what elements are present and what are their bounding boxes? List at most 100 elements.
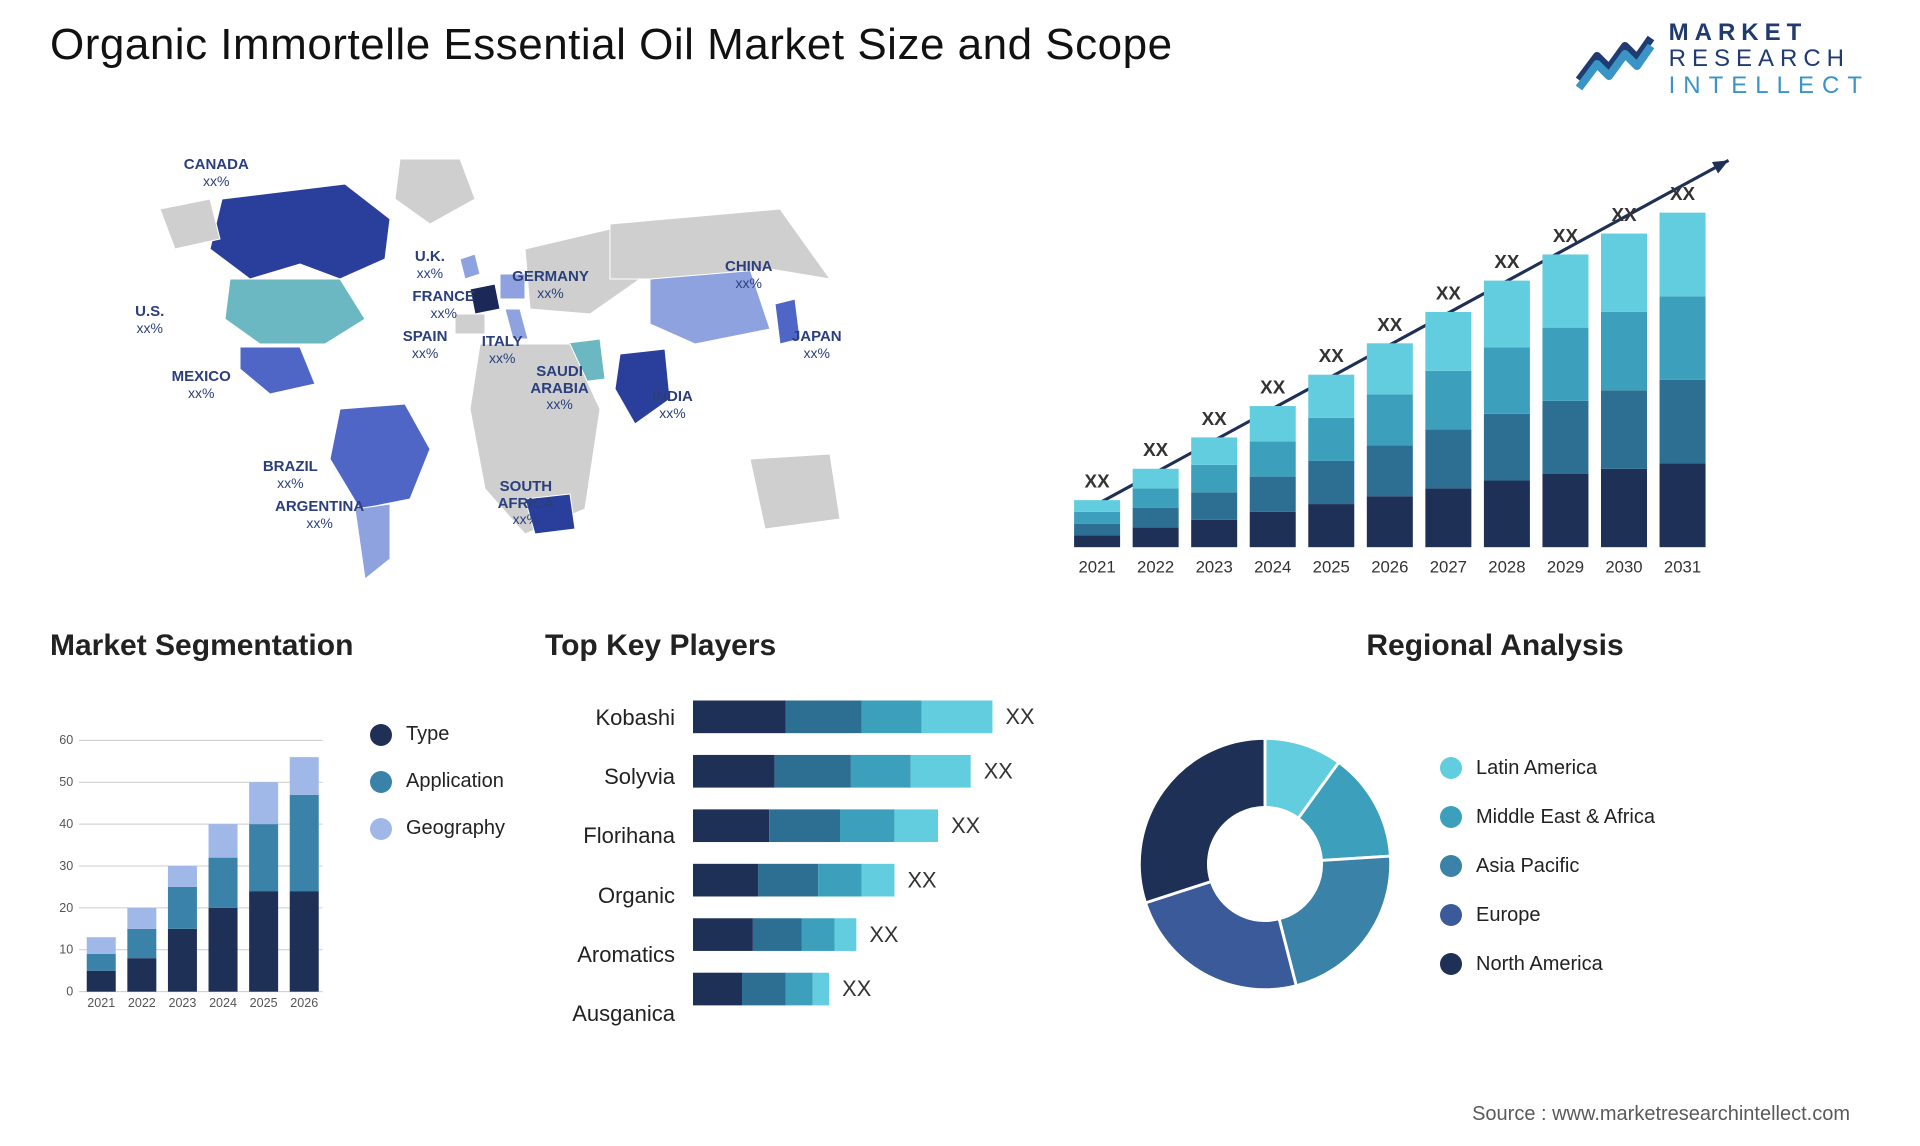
growth-year-label: 2026 [1371,557,1408,576]
growth-bar-seg [1308,504,1354,547]
growth-bar-seg [1308,461,1354,504]
logo-mark-icon [1575,28,1655,92]
map-label-brazil: BRAZILxx% [263,459,318,491]
growth-bar-value: XX [1670,183,1696,204]
map-label-france: FRANCExx% [412,289,475,321]
growth-bar-seg [1250,512,1296,547]
seg-legend-item: Geography [370,817,505,840]
growth-year-label: 2027 [1430,557,1467,576]
seg-year-label: 2021 [87,996,115,1010]
map-label-saudi-arabia: SAUDIARABIAxx% [530,364,588,412]
segmentation-legend: Type Application Geography [370,683,505,1049]
logo-text-2: RESEARCH [1669,46,1870,72]
legend-label: Application [406,770,504,793]
player-bar-seg [835,918,857,951]
growth-bar-seg [1484,414,1530,481]
seg-year-label: 2022 [128,996,156,1010]
player-label: Organic [545,883,675,909]
growth-year-label: 2021 [1078,557,1115,576]
legend-label: Europe [1476,904,1541,927]
growth-bar-seg [1074,500,1120,512]
player-bar-seg [851,755,911,788]
growth-bar-value: XX [1377,314,1403,335]
growth-bar-seg [1133,489,1179,509]
seg-bar-seg [168,866,197,887]
player-bar-seg [862,864,895,897]
growth-bar-seg [1425,312,1471,371]
legend-swatch-icon [1440,953,1462,975]
seg-bar-seg [127,958,156,992]
seg-bar-seg [87,971,116,992]
brand-logo: MARKET RESEARCH INTELLECT [1575,20,1870,99]
seg-bar-seg [290,795,319,891]
seg-bar-seg [209,824,238,858]
player-bar-seg [786,973,813,1006]
growth-bar-seg [1542,328,1588,401]
legend-swatch-icon [370,771,392,793]
regional-legend: Latin America Middle East & Africa Asia Pa… [1440,757,1655,976]
player-bar-seg [693,810,769,843]
player-label: Solyvia [545,764,675,790]
growth-bar-seg [1308,418,1354,461]
player-bar-value: XX [869,922,899,947]
map-region-oceania [750,454,840,529]
growth-bar-seg [1074,524,1120,536]
growth-year-label: 2031 [1664,557,1701,576]
growth-bar-seg [1250,406,1296,441]
seg-bar-seg [290,757,319,795]
map-label-u-s-: U.S.xx% [135,304,164,336]
growth-bar-seg [1250,477,1296,512]
player-bar-value: XX [908,868,938,893]
growth-bar-seg [1660,296,1706,380]
map-label-italy: ITALYxx% [482,334,523,366]
legend-label: Type [406,723,449,746]
regional-legend-item: Latin America [1440,757,1655,780]
map-region-eu-uk [460,254,480,279]
growth-bar-seg [1308,375,1354,418]
seg-year-label: 2026 [290,996,318,1010]
growth-bar-seg [1074,536,1120,548]
growth-bar-seg [1425,371,1471,430]
player-bar-seg [786,701,862,734]
growth-bar-seg [1250,442,1296,477]
player-bar-seg [894,810,938,843]
growth-bar-seg [1191,492,1237,519]
source-attribution: Source : www.marketresearchintellect.com [1472,1103,1850,1126]
growth-bar-seg [1660,213,1706,297]
player-bar-seg [911,755,971,788]
growth-bar-seg [1367,496,1413,547]
growth-bar-seg [1601,312,1647,390]
growth-bar-seg [1542,401,1588,474]
growth-bar-seg [1660,464,1706,548]
player-label: Florihana [545,823,675,849]
map-region-alaska [160,199,220,249]
growth-year-label: 2022 [1137,557,1174,576]
player-bar-seg [818,864,862,897]
player-bar-seg [769,810,840,843]
player-bar-seg [775,755,851,788]
seg-bar-seg [87,954,116,971]
map-label-china: CHINAxx% [725,259,773,291]
growth-bar-seg [1484,347,1530,414]
growth-bar-seg [1133,508,1179,528]
map-label-canada: CANADAxx% [184,157,249,189]
player-label: Ausganica [545,1001,675,1027]
growth-bar-value: XX [1436,283,1462,304]
growth-bar-seg [1542,255,1588,328]
legend-label: Asia Pacific [1476,855,1579,878]
seg-year-label: 2025 [250,996,278,1010]
page-title: Organic Immortelle Essential Oil Market … [50,20,1173,70]
seg-bar-seg [249,782,278,824]
map-region-na-us [225,279,365,344]
player-bar-seg [753,918,802,951]
growth-bar-seg [1367,394,1413,445]
map-region-sa-brazil [330,404,430,509]
donut-slice [1139,738,1265,902]
regional-legend-item: Middle East & Africa [1440,806,1655,829]
growth-bar-seg [1484,481,1530,548]
growth-bar-seg [1367,343,1413,394]
player-bar-seg [693,864,758,897]
seg-ytick: 0 [66,985,73,999]
map-label-japan: JAPANxx% [792,329,842,361]
donut-slice [1145,881,1296,989]
